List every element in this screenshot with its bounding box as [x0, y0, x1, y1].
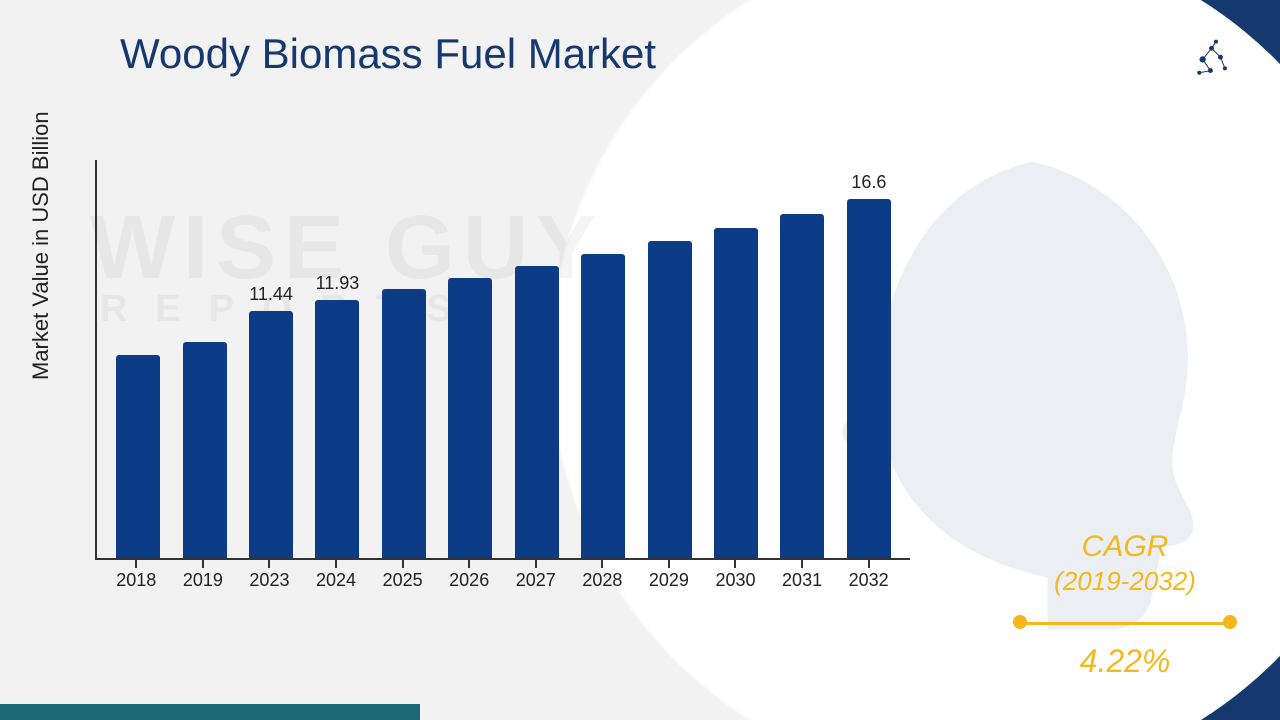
bar	[581, 254, 625, 558]
bar	[780, 214, 824, 558]
cagr-value: 4.22%	[1010, 643, 1240, 680]
cagr-range: (2019-2032)	[1010, 566, 1240, 597]
cagr-label: CAGR	[1010, 530, 1240, 564]
x-tick-label: 2032	[835, 560, 902, 600]
cagr-divider	[1020, 611, 1230, 633]
x-tick-label: 2024	[303, 560, 370, 600]
bar-slot	[105, 355, 171, 558]
footer-accent-bar	[0, 704, 420, 720]
x-tick-label: 2026	[436, 560, 503, 600]
bar-chart: Market Value in USD Billion 11.4411.9316…	[70, 160, 910, 600]
bar-slot	[371, 289, 437, 558]
chart-title: Woody Biomass Fuel Market	[120, 30, 656, 78]
brand-head-icon	[1182, 26, 1250, 104]
x-tick-label: 2028	[569, 560, 636, 600]
bar	[448, 278, 492, 558]
brand-logo: WISE GUY R E P O R T S	[896, 26, 1250, 104]
brand-main-text: WISE GUY	[896, 35, 1172, 77]
bar-slot	[636, 241, 702, 558]
bar-slot	[504, 266, 570, 558]
bar-slot	[703, 228, 769, 558]
cagr-block: CAGR (2019-2032) 4.22%	[1010, 530, 1240, 680]
bar	[648, 241, 692, 558]
bar	[847, 199, 891, 558]
x-tick-label: 2018	[103, 560, 170, 600]
x-tick-label: 2031	[769, 560, 836, 600]
x-tick-label: 2030	[702, 560, 769, 600]
x-axis-ticks: 2018201920232024202520262027202820292030…	[95, 560, 910, 600]
bars-container: 11.4411.9316.6	[97, 160, 910, 558]
x-tick-label: 2023	[236, 560, 303, 600]
bar-slot: 16.6	[836, 199, 902, 558]
x-tick-label: 2027	[502, 560, 569, 600]
bar-slot	[769, 214, 835, 558]
chart-infographic: WISE GUYREPORTS Woody Biomass Fuel Marke…	[0, 0, 1280, 720]
bar-value-label: 11.44	[249, 284, 293, 305]
bar	[249, 311, 293, 558]
bar-slot: 11.93	[304, 300, 370, 558]
x-tick-label: 2025	[369, 560, 436, 600]
y-axis-label: Market Value in USD Billion	[28, 111, 54, 380]
bar	[116, 355, 160, 558]
bar	[315, 300, 359, 558]
bar	[382, 289, 426, 558]
bar-slot: 11.44	[238, 311, 304, 558]
bar	[183, 342, 227, 558]
bar-slot	[171, 342, 237, 558]
x-tick-label: 2029	[636, 560, 703, 600]
bar-slot	[570, 254, 636, 558]
x-tick-label: 2019	[170, 560, 237, 600]
plot-area: 11.4411.9316.6	[95, 160, 910, 560]
bar	[714, 228, 758, 558]
bar-slot	[437, 278, 503, 558]
bar	[515, 266, 559, 558]
bar-value-label: 11.93	[316, 273, 360, 294]
bar-value-label: 16.6	[851, 172, 886, 193]
brand-sub-text: R E P O R T S	[896, 75, 1172, 96]
